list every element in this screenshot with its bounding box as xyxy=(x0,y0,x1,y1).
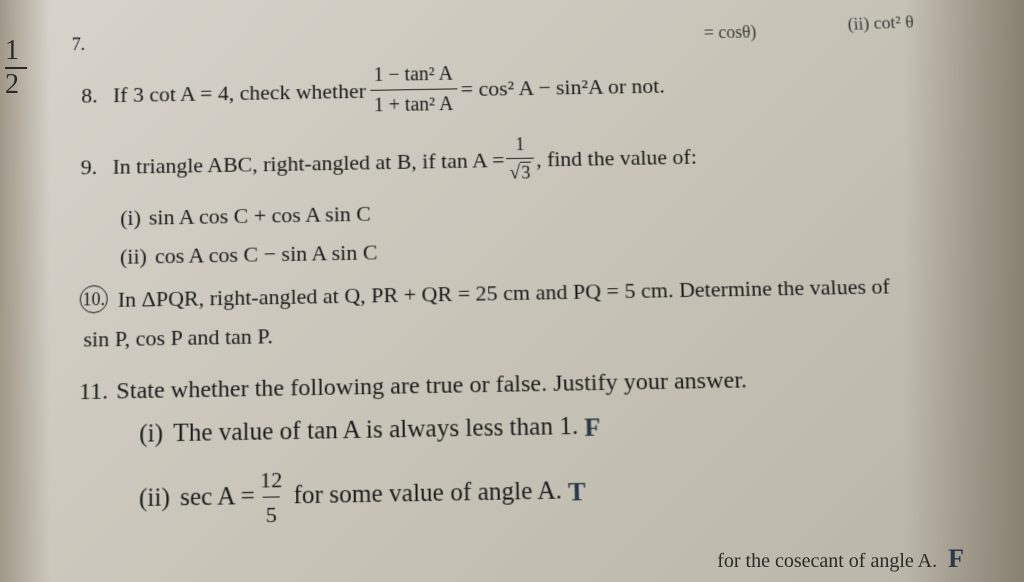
q9-frac-num: 1 xyxy=(512,131,527,158)
q8-number: 8. xyxy=(81,79,105,112)
q11-i-text: The value of tan A is always less than 1… xyxy=(173,408,578,453)
margin-frac-num: 1 xyxy=(5,35,19,66)
q8-fraction: 1 − tan² A 1 + tan² A xyxy=(370,59,458,120)
q11-number: 11. xyxy=(79,373,109,410)
page-content: 7. 8. If 3 cot A = 4, check whether 1 − … xyxy=(37,16,995,535)
q9-ii-label: (ii) xyxy=(120,239,147,272)
q11-ii-label: (ii) xyxy=(139,479,170,518)
q9-ii-text: cos A cos C − sin A sin C xyxy=(155,235,378,272)
q11-i-label: (i) xyxy=(139,415,163,454)
margin-frac-den: 2 xyxy=(5,69,19,100)
q10-text-a: In ΔPQR, right-angled at Q, PR + QR = 25… xyxy=(118,269,891,315)
bottom-partial-text: for the cosecant of angle A. F xyxy=(717,544,964,574)
q9-frac-den: 3 xyxy=(506,158,534,189)
q11-text: State whether the following are true or … xyxy=(116,362,747,409)
q9-text-a: In triangle ABC, right-angled at B, if t… xyxy=(112,144,504,183)
question-8: 8. If 3 cot A = 4, check whether 1 − tan… xyxy=(81,50,977,125)
q7-number: 7. xyxy=(72,31,96,58)
q9-text-b: , find the value of: xyxy=(536,140,698,175)
bottom-mark: F xyxy=(948,544,964,573)
q11-ii-suffix: for some value of angle A. xyxy=(293,472,562,515)
q9-i-text: sin A cos C + cos A sin C xyxy=(149,197,371,234)
q11-ii-frac-num: 12 xyxy=(257,462,285,496)
q11-item-ii: (ii) sec A = 12 5 for some value of angl… xyxy=(78,450,995,535)
q9-fraction: 1 3 xyxy=(506,131,535,188)
q8-prefix: If 3 cot A = 4, check whether xyxy=(113,74,366,111)
question-9: 9. In triangle ABC, right-angled at B, i… xyxy=(81,123,980,195)
q8-frac-num: 1 − tan² A xyxy=(370,59,457,90)
q10-text-b: sin P, cos P and tan P. xyxy=(83,319,273,355)
q11-ii-mark: T xyxy=(568,471,586,511)
margin-fraction: 1 2 xyxy=(5,35,27,101)
q8-frac-den: 1 + tan² A xyxy=(370,88,458,120)
q11-ii-fraction: 12 5 xyxy=(257,462,286,531)
q11-ii-prefix: sec A = xyxy=(180,478,255,518)
q10-number: 10. xyxy=(80,285,108,314)
q9-i-label: (i) xyxy=(120,201,141,234)
q8-suffix: = cos² A − sin²A or not. xyxy=(461,69,665,105)
q11-item-i: (i) The value of tan A is always less th… xyxy=(79,400,992,456)
q9-number: 9. xyxy=(81,151,105,184)
bottom-cut-text: for the cosecant of angle A. xyxy=(717,550,937,572)
q11-i-mark: F xyxy=(584,407,601,447)
q11-ii-frac-den: 5 xyxy=(262,496,279,531)
